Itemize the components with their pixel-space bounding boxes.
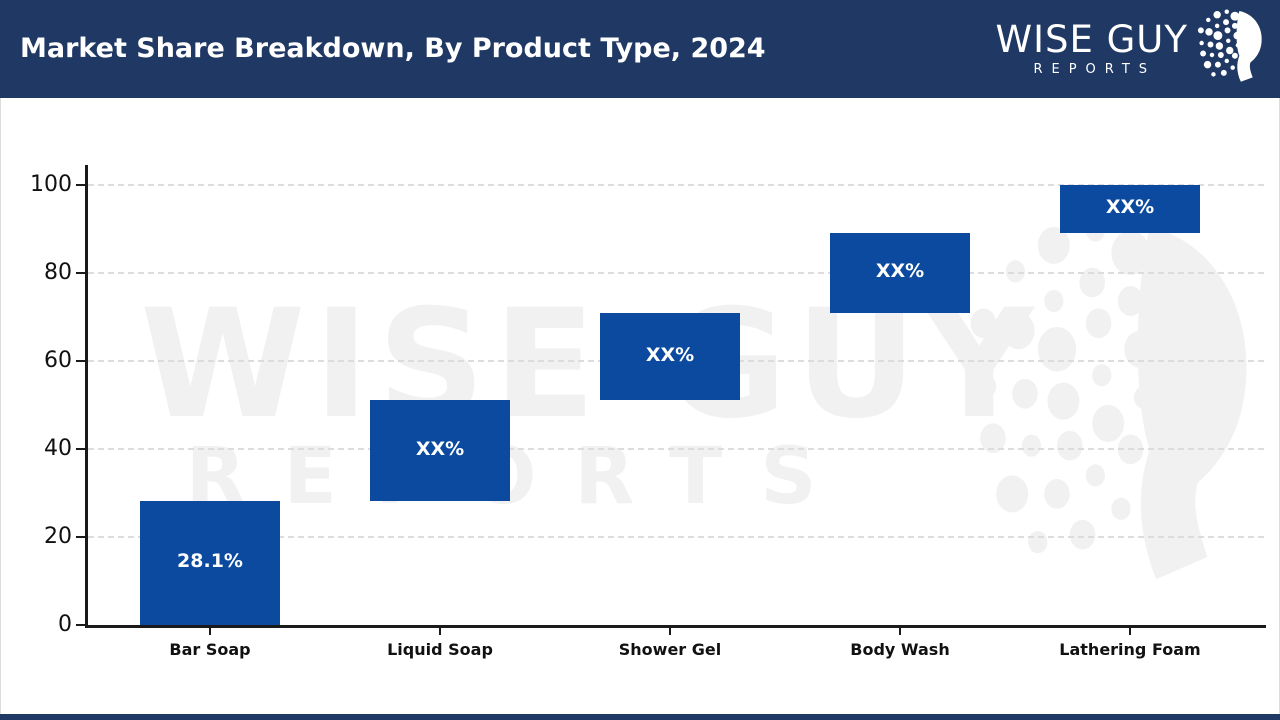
y-tick-mark-0 (76, 624, 85, 626)
bar-bar-soap (140, 501, 280, 625)
logo-wiseguy-label: WISE GUY (995, 18, 1188, 62)
bar-lathering-foam (1060, 185, 1200, 233)
x-axis-label-shower-gel: Shower Gel (618, 640, 722, 659)
wiseguy-logo: WISE GUY REPORTS (996, 6, 1266, 92)
y-axis-line (85, 165, 88, 628)
bar-value-label: XX% (875, 260, 925, 283)
bar-liquid-soap (370, 400, 510, 502)
bar-value-label: XX% (415, 437, 465, 460)
bar-value-label: XX% (1105, 195, 1155, 218)
logo-face-icon (1197, 9, 1262, 82)
x-tick-mark-0 (209, 628, 211, 635)
y-tick-mark-20 (76, 536, 85, 538)
logo-reports-label: REPORTS (1033, 61, 1157, 77)
y-tick-label-20: 20 (44, 524, 72, 549)
x-axis-label-bar-soap: Bar Soap (169, 640, 251, 659)
y-tick-label-0: 0 (58, 612, 72, 637)
x-axis-label-body-wash: Body Wash (850, 640, 950, 659)
x-axis-label-liquid-soap: Liquid Soap (387, 640, 493, 659)
y-tick-label-100: 100 (30, 172, 72, 197)
y-tick-label-40: 40 (44, 436, 72, 461)
gridline-y-40 (88, 448, 1264, 450)
wiseguy-logo-text: WISE GUY REPORTS (995, 18, 1188, 77)
bar-value-label: XX% (645, 343, 695, 366)
bar-value-label: 28.1% (177, 550, 243, 573)
gridline-y-100 (88, 184, 1264, 186)
x-tick-mark-2 (669, 628, 671, 635)
y-tick-mark-100 (76, 184, 85, 186)
x-tick-mark-3 (899, 628, 901, 635)
header-band: Market Share Breakdown, By Product Type,… (0, 0, 1280, 98)
watermark-wiseguy-text: WISE GUY (140, 278, 1042, 452)
bar-shower-gel (600, 313, 740, 401)
gridline-y-20 (88, 536, 1264, 538)
y-tick-label-80: 80 (44, 260, 72, 285)
bar-body-wash (830, 232, 970, 314)
x-axis-label-lathering-foam: Lathering Foam (1059, 640, 1201, 659)
chart-title: Market Share Breakdown, By Product Type,… (20, 33, 766, 64)
footer-band (0, 714, 1280, 720)
y-tick-label-60: 60 (44, 348, 72, 373)
x-tick-mark-4 (1129, 628, 1131, 635)
y-tick-mark-40 (76, 448, 85, 450)
x-axis-line (85, 625, 1266, 628)
y-tick-mark-80 (76, 272, 85, 274)
gridline-y-80 (88, 272, 1264, 274)
x-tick-mark-1 (439, 628, 441, 635)
y-tick-mark-60 (76, 360, 85, 362)
